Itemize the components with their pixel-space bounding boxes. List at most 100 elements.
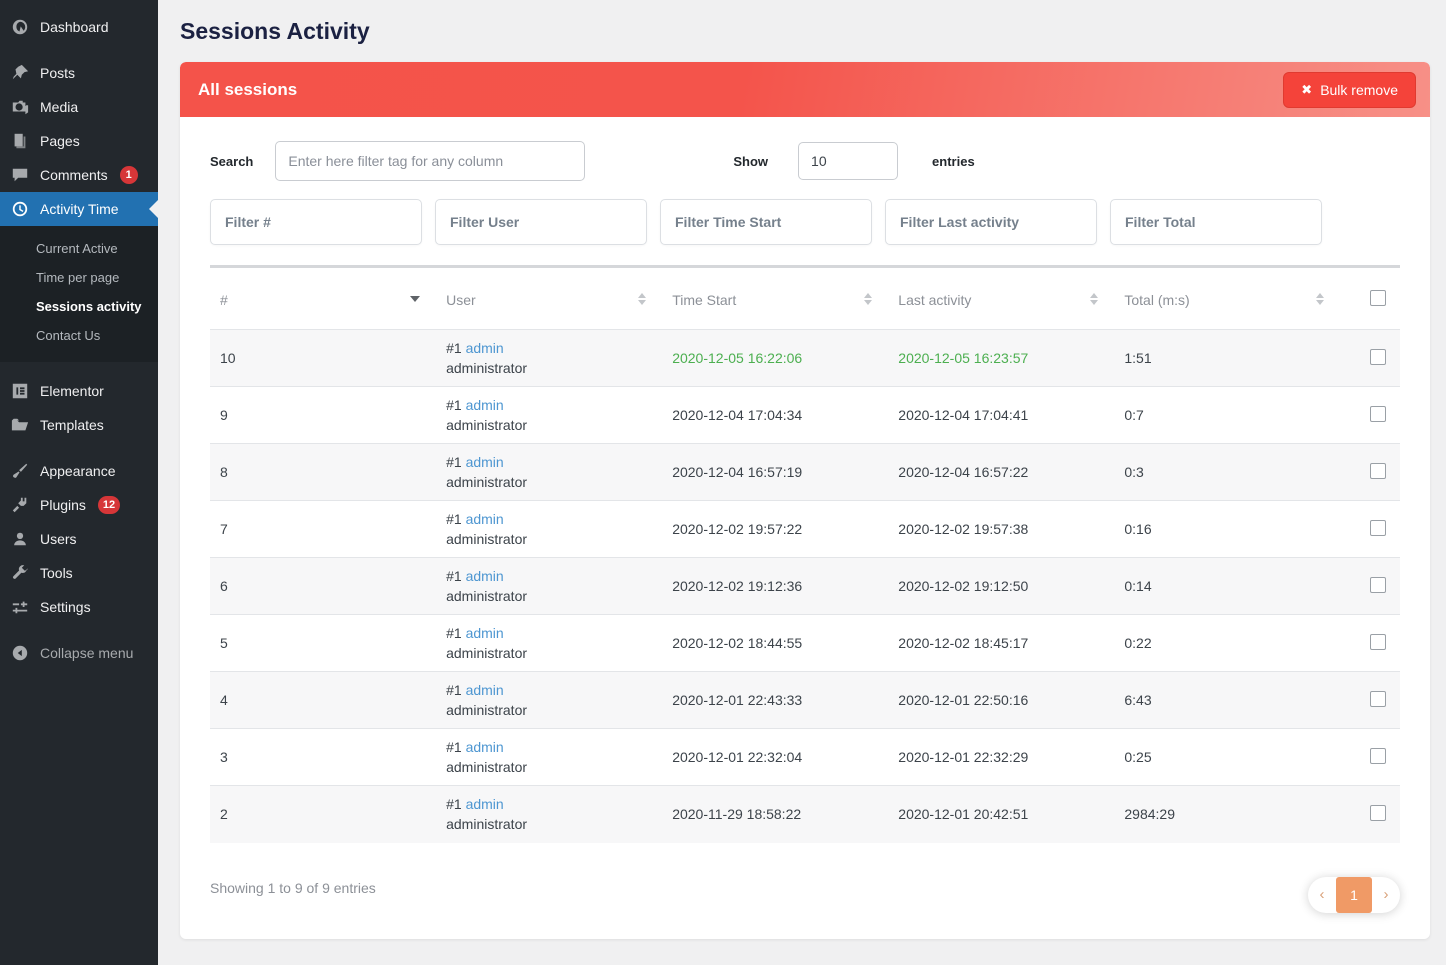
sidebar-item-posts[interactable]: Posts <box>0 56 158 90</box>
user-link[interactable]: admin <box>465 568 504 584</box>
filter-user-input[interactable] <box>435 199 647 245</box>
show-entries-group: Show entries <box>733 142 975 180</box>
total-time: 6:43 <box>1124 692 1152 708</box>
table-row: 6 #1 admin administrator 2020-12-02 19:12… <box>210 557 1400 615</box>
sidebar-item-label: Pages <box>40 133 80 149</box>
select-all-checkbox[interactable] <box>1370 290 1386 306</box>
user-link[interactable]: admin <box>465 340 504 356</box>
filter-number-input[interactable] <box>210 199 422 245</box>
user-link[interactable]: admin <box>465 625 504 641</box>
row-checkbox[interactable] <box>1370 576 1386 593</box>
row-checkbox[interactable] <box>1370 804 1386 821</box>
time-start: 2020-12-04 17:04:34 <box>672 407 803 423</box>
filter-last-activity-input[interactable] <box>885 199 1097 245</box>
user-link[interactable]: admin <box>465 511 504 527</box>
row-checkbox[interactable] <box>1370 519 1386 536</box>
user-role: administrator <box>446 645 528 661</box>
row-checkbox[interactable] <box>1370 462 1386 479</box>
column-header-time-start[interactable]: Time Start <box>662 267 888 330</box>
sidebar-item-activity-time[interactable]: Activity Time <box>0 192 158 226</box>
sidebar-item-collapse-menu[interactable]: Collapse menu <box>0 636 158 670</box>
sidebar-item-appearance[interactable]: Appearance <box>0 454 158 488</box>
time-start: 2020-12-01 22:32:04 <box>672 749 803 765</box>
last-activity: 2020-12-04 16:57:22 <box>898 464 1029 480</box>
table-row: 3 #1 admin administrator 2020-12-01 22:32… <box>210 728 1400 786</box>
sidebar-item-elementor[interactable]: Elementor <box>0 374 158 408</box>
plug-icon <box>10 495 30 515</box>
user-link[interactable]: admin <box>465 397 504 413</box>
sidebar-item-templates[interactable]: Templates <box>0 408 158 442</box>
filter-time-start-input[interactable] <box>660 199 872 245</box>
sidebar-item-pages[interactable]: Pages <box>0 124 158 158</box>
user-role: administrator <box>446 360 528 376</box>
previous-page-icon[interactable]: ‹ <box>1319 886 1325 903</box>
sessions-card: All sessions ✖ Bulk remove Search Show e… <box>180 62 1430 939</box>
user-link[interactable]: admin <box>465 682 504 698</box>
row-checkbox[interactable] <box>1370 690 1386 707</box>
sidebar-item-settings[interactable]: Settings <box>0 590 158 624</box>
collapse-arrow-icon <box>10 643 30 663</box>
show-entries-input[interactable] <box>798 142 899 180</box>
sidebar-item-users[interactable]: Users <box>0 522 158 556</box>
user-cell: #1 admin administrator <box>446 625 528 661</box>
filter-total-input[interactable] <box>1110 199 1322 245</box>
total-time: 0:14 <box>1124 578 1152 594</box>
entries-summary: Showing 1 to 9 of 9 entries <box>210 879 376 896</box>
column-header-number[interactable]: # <box>210 267 436 330</box>
submenu-item-time-per-page[interactable]: Time per page <box>36 270 120 285</box>
last-activity: 2020-12-02 19:12:50 <box>898 578 1029 594</box>
select-all-column <box>1340 267 1400 330</box>
table-row: 8 #1 admin administrator 2020-12-04 16:57… <box>210 443 1400 501</box>
last-activity: 2020-12-04 17:04:41 <box>898 407 1029 423</box>
column-header-user[interactable]: User <box>436 267 662 330</box>
sort-icon <box>1316 292 1325 305</box>
next-page-icon[interactable]: › <box>1383 886 1389 903</box>
submenu-item-contact-us[interactable]: Contact Us <box>36 328 101 343</box>
row-checkbox[interactable] <box>1370 405 1386 422</box>
time-start: 2020-12-01 22:43:33 <box>672 692 803 708</box>
sidebar-item-dashboard[interactable]: Dashboard <box>0 10 158 44</box>
submenu-item-sessions-activity[interactable]: Sessions activity <box>36 299 142 314</box>
sidebar-item-label: Users <box>40 531 77 547</box>
submenu-item-current-active[interactable]: Current Active <box>36 241 118 256</box>
media-icon <box>10 97 30 117</box>
row-checkbox[interactable] <box>1370 348 1386 365</box>
sidebar-item-comments[interactable]: Comments 1 <box>0 158 158 192</box>
table-row: 9 #1 admin administrator 2020-12-04 17:04… <box>210 386 1400 444</box>
sidebar-item-plugins[interactable]: Plugins 12 <box>0 488 158 522</box>
elementor-icon <box>10 381 30 401</box>
last-activity: 2020-12-02 18:45:17 <box>898 635 1029 651</box>
row-checkbox[interactable] <box>1370 747 1386 764</box>
user-cell: #1 admin administrator <box>446 511 528 547</box>
sort-icon <box>1090 292 1099 305</box>
brush-icon <box>10 461 30 481</box>
sessions-table: # User Time Start Last activity <box>210 265 1400 843</box>
sidebar-item-label: Activity Time <box>40 201 119 217</box>
sort-desc-icon <box>410 295 421 302</box>
plugins-count-badge: 12 <box>97 496 121 514</box>
time-start: 2020-12-02 18:44:55 <box>672 635 803 651</box>
user-link[interactable]: admin <box>465 739 504 755</box>
search-input[interactable] <box>275 141 586 181</box>
last-activity: 2020-12-01 22:50:16 <box>898 692 1029 708</box>
pages-icon <box>10 131 30 151</box>
user-role: administrator <box>446 759 528 775</box>
total-time: 2984:29 <box>1124 806 1175 823</box>
table-row: 4 #1 admin administrator 2020-12-01 22:43… <box>210 671 1400 729</box>
user-link[interactable]: admin <box>465 454 504 470</box>
comments-count-badge: 1 <box>119 166 138 184</box>
user-link[interactable]: admin <box>465 796 504 813</box>
bulk-remove-button[interactable]: ✖ Bulk remove <box>1283 71 1416 108</box>
comment-icon <box>10 165 30 185</box>
pin-icon <box>10 63 30 83</box>
sidebar-item-label: Media <box>40 99 79 115</box>
sidebar-item-media[interactable]: Media <box>0 90 158 124</box>
row-checkbox[interactable] <box>1370 633 1386 650</box>
page-title: Sessions Activity <box>180 18 370 44</box>
column-header-total[interactable]: Total (m:s) <box>1114 267 1340 330</box>
sidebar-item-label: Posts <box>40 65 76 81</box>
column-header-last-activity[interactable]: Last activity <box>888 267 1114 330</box>
session-number: 2 <box>220 806 228 823</box>
current-page-button[interactable]: 1 <box>1336 876 1372 913</box>
sidebar-item-tools[interactable]: Tools <box>0 556 158 590</box>
